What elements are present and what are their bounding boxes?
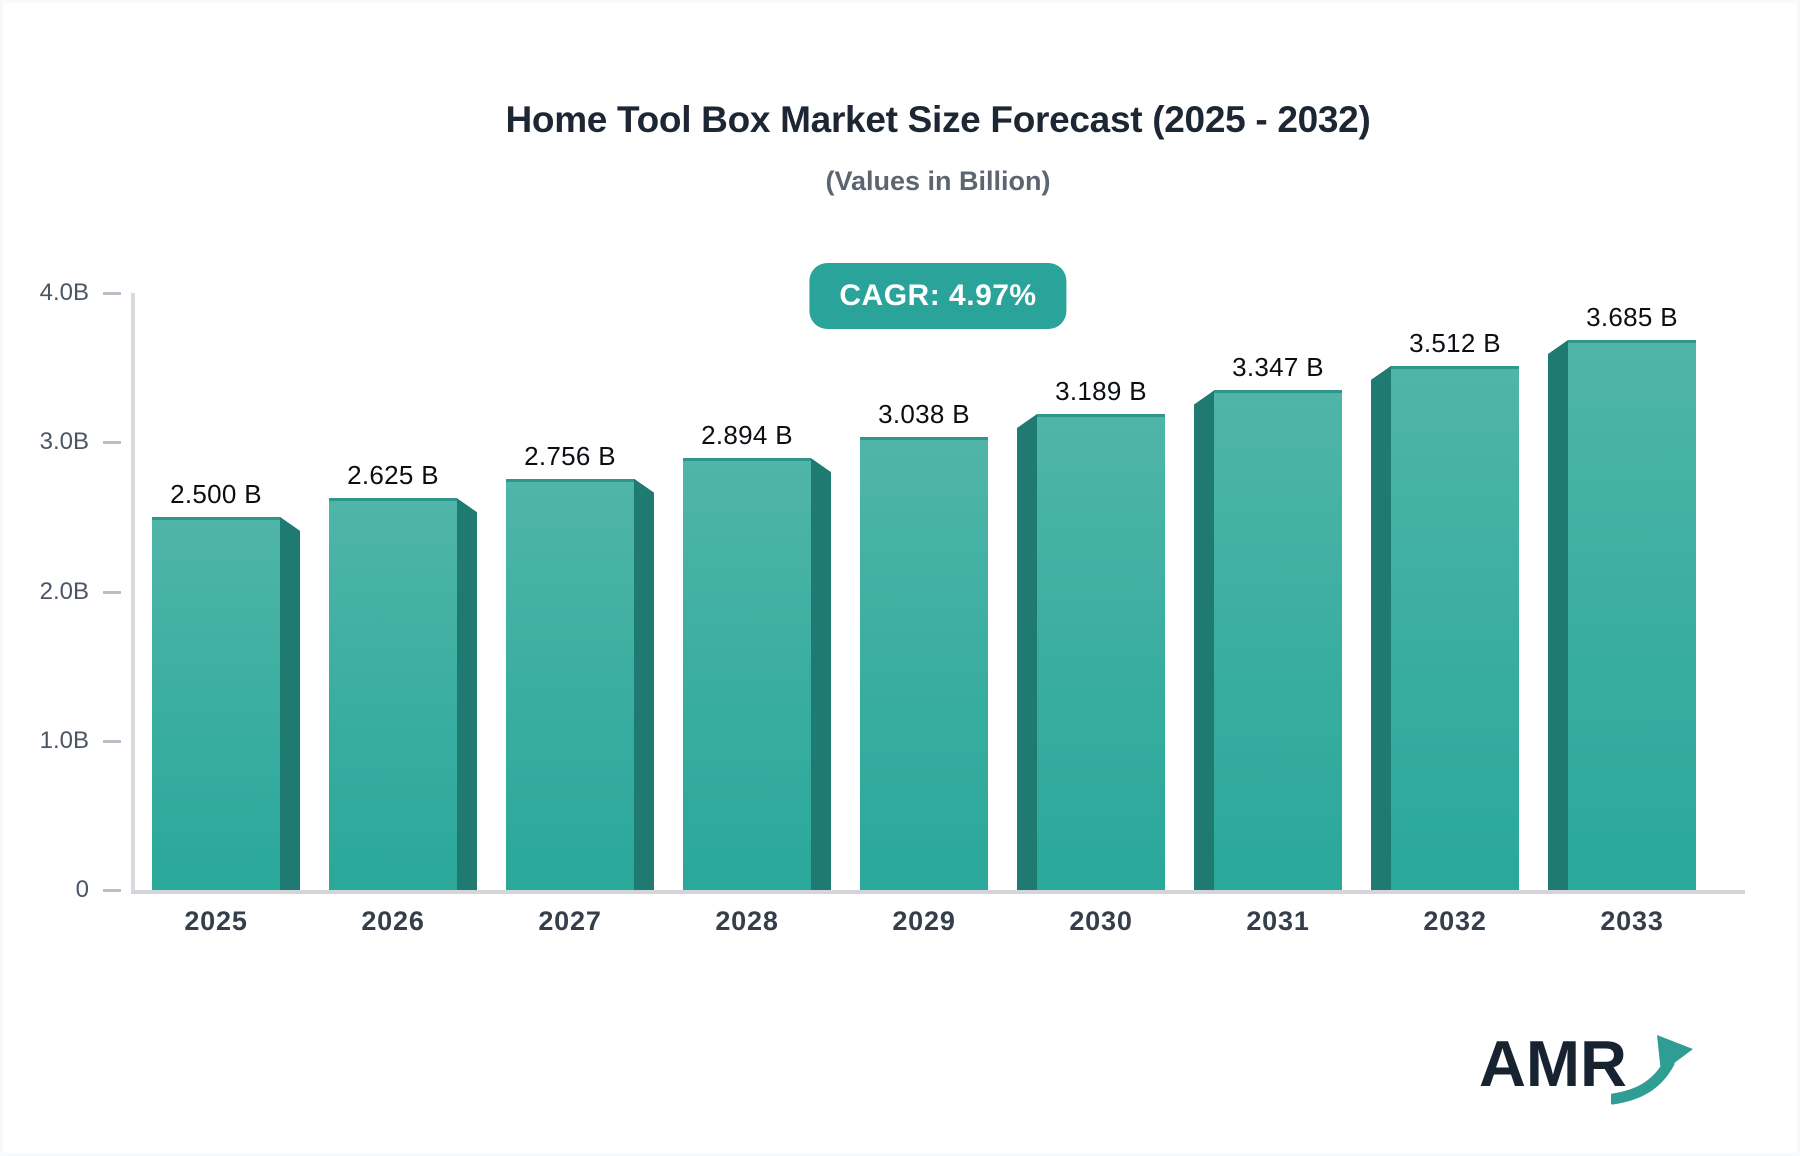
bar-side-2032 [1371, 365, 1391, 890]
y-tick-label: 1.0B [39, 726, 89, 754]
bar-2028 [683, 458, 811, 890]
x-axis-label-2031: 2031 [1246, 906, 1310, 936]
y-tick-mark [103, 889, 121, 892]
chart-subtitle: (Values in Billion) [825, 166, 1051, 196]
y-tick-label: 2.0B [39, 577, 89, 605]
value-label-2028: 2.894 B [701, 420, 793, 451]
x-axis-label-2028: 2028 [715, 906, 779, 936]
x-axis-label-2032: 2032 [1423, 906, 1487, 936]
bar-side-2030 [1017, 414, 1037, 890]
x-axis-label-2026: 2026 [361, 906, 425, 936]
value-label-2026: 2.625 B [347, 460, 439, 491]
bar-2033 [1568, 340, 1696, 890]
bar-2031 [1214, 390, 1342, 890]
chart-title: Home Tool Box Market Size Forecast (2025… [505, 99, 1371, 140]
growth-arrow-icon [1611, 1035, 1693, 1105]
x-axis-label-2029: 2029 [892, 906, 956, 936]
cagr-badge: CAGR: 4.97% [809, 263, 1067, 329]
bar-2026 [329, 498, 457, 890]
value-label-2032: 3.512 B [1409, 327, 1501, 358]
value-label-2033: 3.685 B [1586, 302, 1678, 332]
y-tick-mark [103, 590, 121, 594]
value-label-2030: 3.189 B [1055, 376, 1147, 407]
amr-logo: AMR [1479, 1031, 1695, 1107]
bar-side-2033 [1548, 340, 1568, 890]
x-axis-label-2033: 2033 [1600, 906, 1664, 936]
y-tick-mark [103, 292, 121, 295]
value-label-2031: 3.347 B [1232, 352, 1324, 383]
plot-area: 0 1.0B 2.0B 3.0B 4.0B 2.500 B 2025 2.625 B 2026 2… [3, 3, 1797, 1153]
y-axis-line [131, 293, 135, 894]
y-tick-label: 4.0B [39, 279, 89, 306]
bar-2027 [506, 478, 634, 890]
y-tick-mark [103, 739, 121, 743]
value-label-2027: 2.756 B [524, 440, 616, 471]
value-label-2025: 2.500 B [170, 478, 262, 509]
bar-side-2025 [280, 516, 300, 890]
bar-2032 [1391, 365, 1519, 890]
y-tick-label: 3.0B [39, 428, 89, 456]
bar-2029 [860, 436, 988, 890]
x-axis-label-2027: 2027 [538, 906, 602, 936]
bar-side-2031 [1194, 390, 1214, 890]
y-tick-label: 0 [75, 876, 89, 903]
bar-side-2027 [634, 478, 654, 890]
x-axis-label-2030: 2030 [1069, 906, 1133, 936]
x-axis-label-2025: 2025 [184, 906, 248, 936]
bar-2030 [1037, 414, 1165, 890]
bar-2025 [152, 516, 280, 890]
amr-logo-text: AMR [1478, 1027, 1627, 1100]
value-label-2029: 3.038 B [878, 398, 970, 429]
bar-side-2026 [457, 498, 477, 890]
x-axis-line [131, 890, 1745, 894]
y-tick-mark [103, 441, 121, 445]
bar-side-2028 [811, 458, 831, 890]
